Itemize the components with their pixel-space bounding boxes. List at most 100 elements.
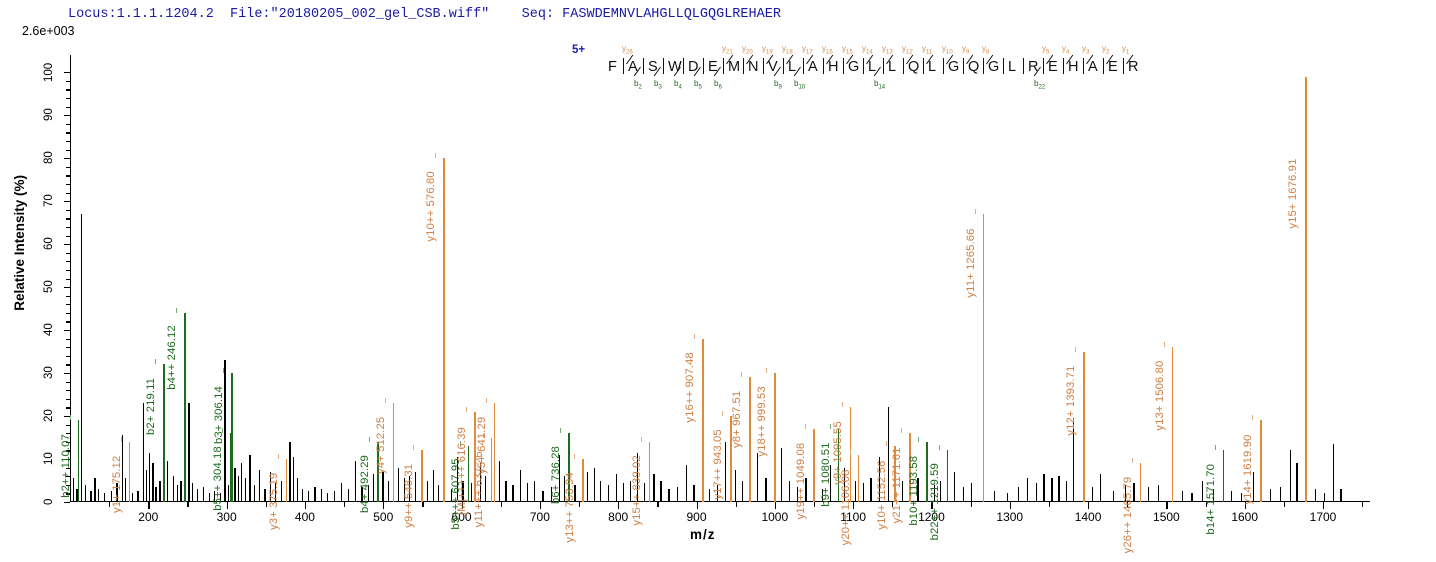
spectrum-peak xyxy=(821,489,824,502)
peak-label-leader xyxy=(369,436,371,442)
x-axis-tick-label: 900 xyxy=(686,510,707,524)
peak-label: b4++ 246.12 xyxy=(166,325,179,391)
ladder-y-ion-label: y11 xyxy=(922,44,933,56)
spectrum-peak xyxy=(203,486,205,502)
spectrum-peak xyxy=(438,484,440,502)
peak-label: b2++ 110.07 xyxy=(59,433,72,498)
spectrum-peak xyxy=(355,461,357,502)
spectrum-peak xyxy=(1252,471,1254,502)
spectrum-peak xyxy=(155,486,157,502)
peak-label: y19++ 1049.08 xyxy=(795,442,808,520)
ladder-separator xyxy=(683,58,684,74)
peak-label-leader xyxy=(886,441,888,447)
ladder-residue: H xyxy=(1068,59,1079,75)
spectrum-peak-annotated xyxy=(946,450,949,502)
y-axis-minor-tick xyxy=(66,209,70,211)
y-axis-tick-label: 100 xyxy=(43,62,55,82)
spectrum-peak xyxy=(741,480,744,502)
x-axis-line xyxy=(70,501,1370,503)
spectrum-peak xyxy=(734,469,737,502)
spectrum-peak xyxy=(84,484,87,502)
peak-label: y20++ 1106.08 xyxy=(839,469,852,545)
peak-label-leader xyxy=(435,153,437,159)
ladder-separator xyxy=(663,58,664,74)
spectrum-peak xyxy=(1073,418,1075,502)
ladder-y-ion-label: y9 xyxy=(962,44,970,56)
spectrum-peak xyxy=(348,489,350,502)
y-axis-tick xyxy=(64,330,70,332)
peak-label: y10++ 576.80 xyxy=(425,171,438,242)
x-axis-minor-tick xyxy=(422,502,424,507)
spectrum-peak xyxy=(361,486,363,502)
spectrum-peak-annotated xyxy=(285,459,288,502)
spectrum-peak xyxy=(320,489,322,502)
y-axis-minor-tick xyxy=(66,123,70,125)
spectrum-peak xyxy=(1091,486,1094,502)
spectrum-peak xyxy=(1124,484,1127,502)
peak-label-leader xyxy=(841,402,843,408)
ladder-residue: R xyxy=(1128,59,1139,75)
spectrum-peak xyxy=(1026,478,1029,502)
spectrum-peak xyxy=(196,489,199,502)
y-axis-minor-tick xyxy=(66,261,70,263)
spectrum-peak xyxy=(574,484,576,502)
ladder-y-ion-label: y20 xyxy=(742,44,753,56)
spectrum-peak xyxy=(933,484,936,502)
spectrum-peak xyxy=(188,403,190,502)
spectrum-peak xyxy=(167,461,169,502)
spectrum-peak xyxy=(1043,474,1045,502)
ladder-separator xyxy=(743,58,744,74)
spectrum-peak xyxy=(137,491,139,502)
spectrum-peak xyxy=(80,214,83,502)
x-axis-tick xyxy=(853,502,855,509)
x-axis-tick-label: 1300 xyxy=(996,510,1024,524)
y-axis-minor-tick xyxy=(66,295,70,297)
spectrum-peak xyxy=(172,476,174,502)
peak-label-leader xyxy=(482,432,484,438)
y-axis-minor-tick xyxy=(66,235,70,237)
spectrum-peak xyxy=(73,478,75,502)
spectrum-peak xyxy=(542,491,544,502)
y-axis-tick xyxy=(64,459,70,461)
spectrum-peak xyxy=(1290,450,1292,502)
spectrum-peak xyxy=(131,493,134,502)
spectrum-peak xyxy=(289,441,291,502)
ladder-separator xyxy=(1063,58,1064,74)
ladder-residue: G xyxy=(848,59,860,75)
ladder-y-ion-label: y19 xyxy=(762,44,773,56)
spectrum-peak xyxy=(994,491,996,502)
x-axis-minor-tick xyxy=(1127,502,1129,507)
spectrum-peak xyxy=(1333,443,1335,502)
spectrum-peak xyxy=(301,489,304,502)
spectrum-peak xyxy=(1191,493,1193,502)
y-axis-minor-tick xyxy=(66,183,70,186)
spectrum-peak-annotated xyxy=(894,446,896,502)
spectrum-peak-annotated xyxy=(77,420,80,502)
spectrum-peak xyxy=(275,482,277,502)
y-axis-minor-tick xyxy=(66,252,70,254)
spectrum-peak xyxy=(526,482,528,502)
ladder-residue: A xyxy=(808,59,818,75)
peak-label-leader xyxy=(120,436,122,442)
ladder-residue: Q xyxy=(908,59,920,75)
ladder-separator xyxy=(903,58,904,74)
y-axis-tick-label: 20 xyxy=(43,409,55,423)
spectrum-peak xyxy=(499,461,501,502)
spectrum-peak xyxy=(314,486,316,502)
spectrum-peak-annotated xyxy=(231,373,234,502)
spectrum-peak xyxy=(450,489,452,502)
spectrum-peak xyxy=(367,484,369,502)
peak-label-leader xyxy=(485,398,487,404)
ladder-residue: S xyxy=(648,59,658,75)
y-axis-tick xyxy=(64,416,70,418)
spectrum-peak xyxy=(1058,476,1060,502)
spectrum-peak xyxy=(1099,474,1102,502)
spectrum-peak xyxy=(668,489,670,502)
spectrum-peak xyxy=(159,480,161,502)
peak-label: y15++ 839.02 xyxy=(630,455,643,526)
ladder-residue: G xyxy=(988,59,1000,75)
y-axis-line xyxy=(70,55,72,502)
x-axis-minor-tick xyxy=(579,502,581,507)
spectrum-peak xyxy=(843,467,846,502)
ladder-separator xyxy=(703,58,704,74)
